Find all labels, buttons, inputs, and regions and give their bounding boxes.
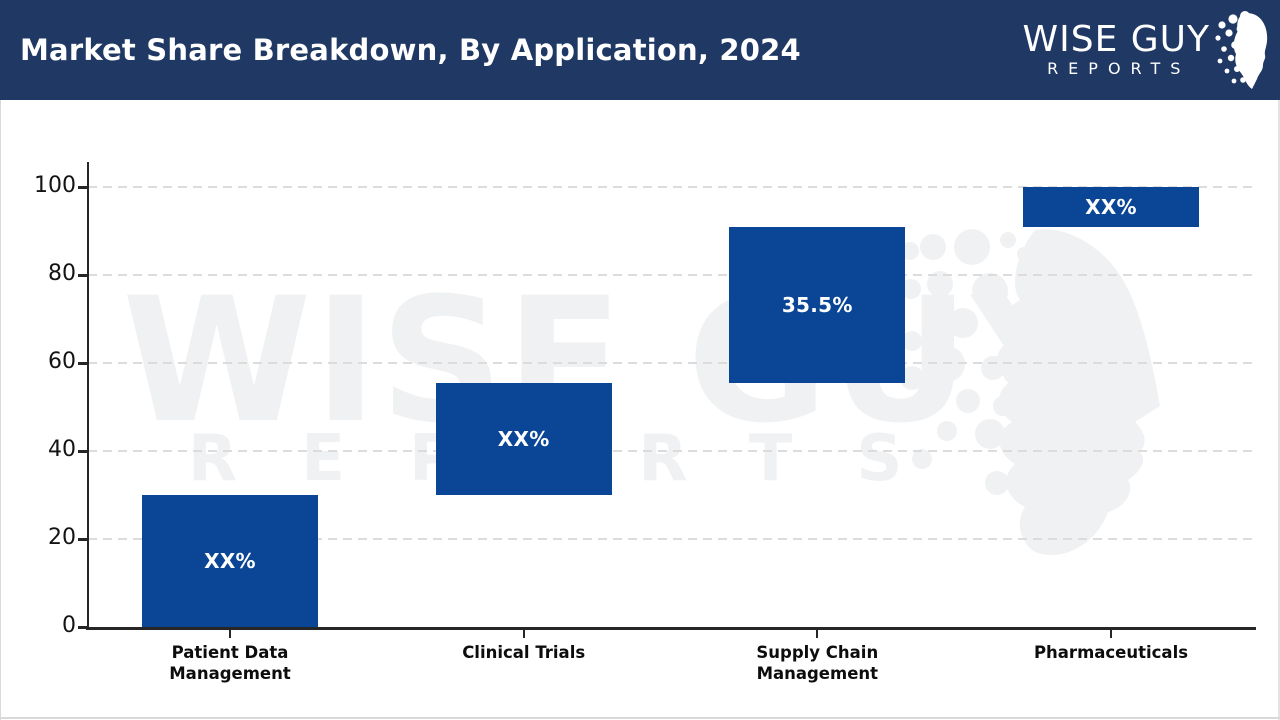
y-tick-label-40: 40	[48, 437, 76, 462]
y-tick-label-100: 100	[34, 173, 76, 198]
x-axis-spine	[86, 627, 1256, 630]
y-axis-spine	[87, 162, 89, 630]
y-tick-20	[78, 538, 87, 541]
x-category-label: Pharmaceuticals	[1033, 643, 1189, 662]
bar-segment: 35.5%	[729, 226, 906, 383]
x-tick	[522, 630, 525, 638]
header: Market Share Breakdown, By Application, …	[0, 0, 1280, 100]
watermark-head-pattern	[900, 229, 1160, 556]
gridline-40	[88, 450, 1254, 452]
page-title: Market Share Breakdown, By Application, …	[20, 33, 801, 67]
logo-subtext: REPORTS	[1047, 59, 1191, 78]
y-tick-40	[78, 450, 87, 453]
gridline-80	[88, 274, 1254, 276]
x-category-label: Clinical Trials	[462, 643, 586, 662]
y-tick-80	[78, 274, 87, 277]
left-border	[0, 100, 1, 720]
logo-wordmark: WISE GUY	[1022, 19, 1210, 60]
bar-segment: XX%	[1023, 187, 1199, 227]
y-tick-60	[78, 362, 87, 365]
y-tick-100	[78, 186, 87, 189]
gridline-100	[88, 186, 1254, 188]
gridline-20	[88, 538, 1254, 540]
x-tick	[229, 630, 231, 638]
x-tick	[1110, 630, 1112, 638]
bar-value-label: XX%	[1085, 194, 1137, 219]
x-tick	[816, 630, 819, 638]
wiseguy-logo: WISE GUY REPORTS	[1023, 9, 1271, 91]
y-tick-label-0: 0	[62, 613, 76, 638]
x-category-label: Patient Data Management	[169, 643, 291, 683]
x-category-label: Supply Chain Management	[756, 643, 879, 683]
right-border	[1278, 100, 1280, 720]
logo-text: WISE GUY REPORTS	[1023, 22, 1211, 78]
bar-segment: XX%	[142, 495, 318, 627]
bar-segment: XX%	[435, 382, 612, 495]
bar-value-label: 35.5%	[781, 292, 853, 317]
bar-value-label: XX%	[497, 426, 550, 451]
logo-head-icon	[1215, 11, 1268, 89]
y-tick-label-60: 60	[48, 349, 76, 374]
y-tick-label-20: 20	[48, 525, 76, 550]
bar-value-label: XX%	[204, 549, 256, 573]
bottom-border	[0, 717, 1280, 719]
gridline-60	[88, 362, 1254, 364]
y-tick-label-80: 80	[48, 261, 76, 286]
waterfall-chart: WISE GUY REPORTS 020406080100XX%Patient …	[0, 100, 1280, 720]
y-tick-0	[78, 626, 87, 629]
